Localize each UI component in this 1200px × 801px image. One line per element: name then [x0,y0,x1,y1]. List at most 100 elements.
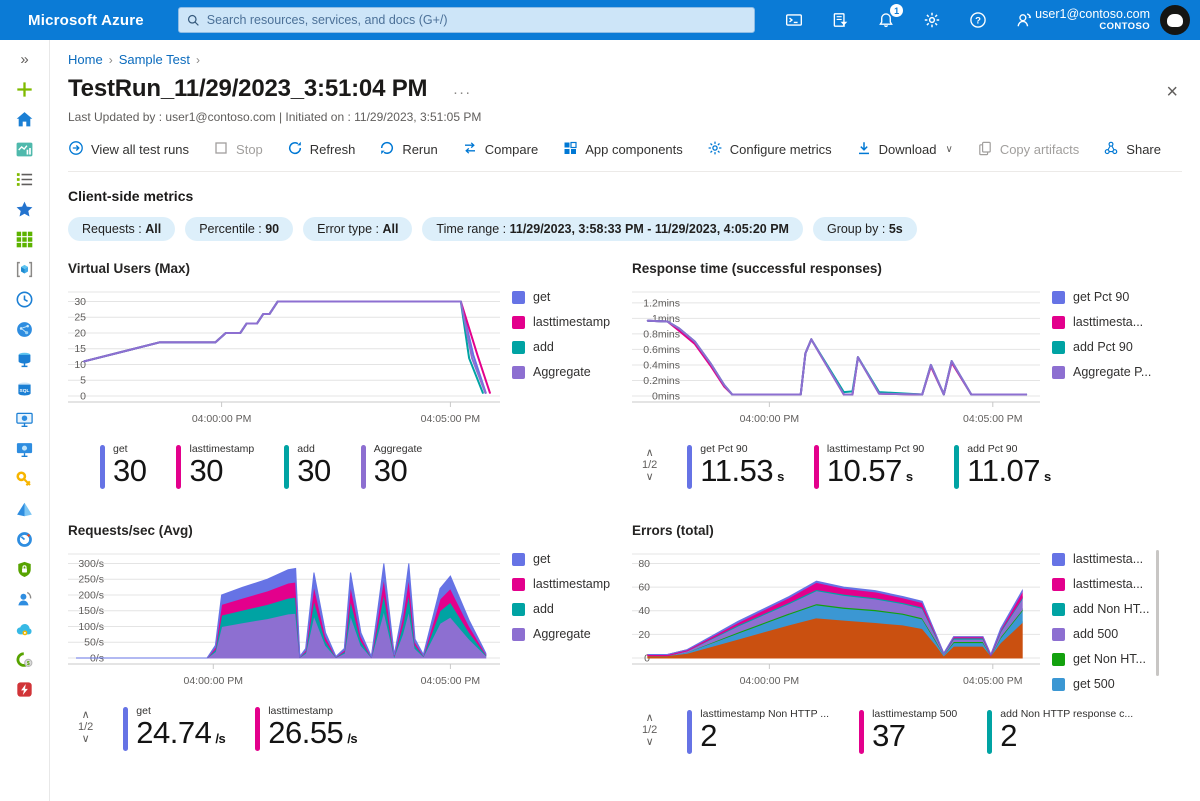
stat-label: add Non HTTP response c... [1000,708,1134,720]
sidebar-item-load-testing[interactable] [8,674,42,704]
chart-card-3: Requests/sec (Avg) 0/s 50/s 100/s 150/s 200/s… [68,523,610,754]
configure-metrics-button[interactable]: Configure metrics [707,140,832,159]
legend-item[interactable]: add Pct 90 [1052,340,1151,354]
chart-legend: get Pct 90 lasttimesta... add Pct 90 Aggreg… [1052,286,1151,379]
copy-icon [977,140,993,159]
sidebar-item-security-center[interactable] [8,554,42,584]
svg-text:40: 40 [638,605,650,617]
svg-text:?: ? [975,15,981,26]
sidebar-item-databases[interactable] [8,344,42,374]
chart-plot: 0/s50/s100/s150/s200/s250/s300/s04:00:00… [68,553,500,687]
pager-down-icon[interactable]: ∨ [81,733,90,746]
filter-pill-time-range[interactable]: Time range : 11/29/2023, 3:58:33 PM - 11… [422,217,803,241]
cloud-shell-icon[interactable] [783,9,805,31]
filter-value: All [382,222,399,236]
legend-item[interactable]: Aggregate [512,627,610,641]
legend-swatch [1052,365,1065,379]
legend-item[interactable]: get 500 [1052,677,1149,691]
pager-up-icon[interactable]: ∧ [645,447,654,459]
pager-up-icon[interactable]: ∧ [81,709,90,721]
pager-up-icon[interactable]: ∧ [645,712,654,724]
legend-item[interactable]: get [512,290,610,304]
svg-text:100/s: 100/s [78,621,104,633]
sidebar-item-cosmos-db[interactable] [8,314,42,344]
sidebar-item-create-resource[interactable] [8,74,42,104]
share-button[interactable]: Share [1103,140,1161,159]
stat-label: add Pct 90 [967,443,1018,455]
legend-label: Aggregate P... [1073,365,1152,379]
sidebar-item-dashboard[interactable] [8,134,42,164]
sidebar-item-sql-databases[interactable]: SQL [8,374,42,404]
legend-item[interactable]: get Pct 90 [1052,290,1151,304]
close-icon[interactable]: × [1166,81,1178,103]
view-all-test-runs-button[interactable]: View all test runs [68,140,189,159]
global-search[interactable] [177,7,756,33]
sidebar-item-virtual-machines[interactable] [8,404,42,434]
legend-item[interactable]: add [512,340,610,354]
legend-item[interactable]: lasttimesta... [1052,552,1149,566]
app-components-button[interactable]: App components [562,140,683,159]
rerun-button[interactable]: Rerun [379,140,438,159]
sidebar-item-help-support[interactable] [8,584,42,614]
chart-title: Virtual Users (Max) [68,261,191,276]
account-avatar[interactable] [1160,5,1190,35]
download-button[interactable]: Download ∨ [856,140,953,159]
directory-filter-icon[interactable] [829,9,851,31]
legend-item[interactable]: add 500 [1052,627,1149,641]
legend-item[interactable]: add [512,602,610,616]
sidebar-item-cost-management[interactable]: $ [8,644,42,674]
feedback-icon[interactable] [1013,9,1035,31]
notification-badge: 1 [890,4,904,17]
legend-swatch [512,340,525,354]
sidebar-item-key-vaults[interactable] [8,464,42,494]
svg-text:04:05:00 PM: 04:05:00 PM [421,675,481,687]
legend-item[interactable]: Aggregate [512,365,610,379]
search-icon [187,14,199,26]
filter-pill-percentile[interactable]: Percentile : 90 [185,217,294,241]
svg-text:300/s: 300/s [78,558,104,570]
search-input[interactable] [206,13,747,27]
legend-item[interactable]: get Non HT... [1052,652,1149,666]
notifications-icon[interactable]: 1 [875,4,904,31]
sidebar-item-favorites[interactable] [8,194,42,224]
title-overflow-icon[interactable]: ... [453,80,472,98]
sidebar-item-home[interactable] [8,104,42,134]
help-icon[interactable]: ? [967,9,989,31]
compare-button[interactable]: Compare [462,140,538,159]
refresh-button[interactable]: Refresh [287,140,355,159]
legend-item[interactable]: get [512,552,610,566]
legend-scrollbar[interactable] [1156,550,1160,676]
chevron-down-icon: ∨ [945,144,953,155]
account-info[interactable]: user1@contoso.com CONTOSO [1035,7,1150,32]
pager-down-icon[interactable]: ∨ [645,471,654,484]
legend-item[interactable]: add Non HT... [1052,602,1149,616]
sidebar-item-recent[interactable] [8,284,42,314]
pager-down-icon[interactable]: ∨ [645,736,654,749]
sidebar-item-virtual-machines-classic[interactable] [8,434,42,464]
legend-item[interactable]: lasttimesta... [1052,315,1151,329]
legend-item[interactable]: lasttimestamp [512,577,610,591]
filter-pill-group-by[interactable]: Group by : 5s [812,217,917,241]
brand-logo[interactable]: Microsoft Azure [28,11,144,29]
legend-label: Aggregate [533,627,591,641]
sidebar-item-entra-id[interactable] [8,494,42,524]
breadcrumb-link[interactable]: Home [68,52,103,67]
svg-text:0: 0 [80,391,86,403]
legend-swatch [512,552,525,566]
sidebar-item-collapse[interactable]: » [8,44,42,74]
settings-icon[interactable] [921,9,943,31]
legend-item[interactable]: lasttimesta... [1052,577,1149,591]
chart-stats: get 30 lasttimestamp 30 add 30 Aggregate 30 [68,443,608,489]
toolbar-item-label: Copy artifacts [999,142,1080,157]
filter-pill-error-type[interactable]: Error type : All [303,217,413,241]
legend-item[interactable]: lasttimestamp [512,315,610,329]
sidebar-item-all-resources[interactable] [8,224,42,254]
breadcrumb-link[interactable]: Sample Test [118,52,190,67]
svg-text:0mins: 0mins [652,391,680,403]
legend-item[interactable]: Aggregate P... [1052,365,1151,379]
sidebar-item-cloud-services[interactable] [8,614,42,644]
filter-pill-requests[interactable]: Requests : All [68,217,176,241]
sidebar-item-advisor[interactable] [8,524,42,554]
sidebar-item-all-services[interactable] [8,164,42,194]
sidebar-item-resource-groups[interactable] [8,254,42,284]
